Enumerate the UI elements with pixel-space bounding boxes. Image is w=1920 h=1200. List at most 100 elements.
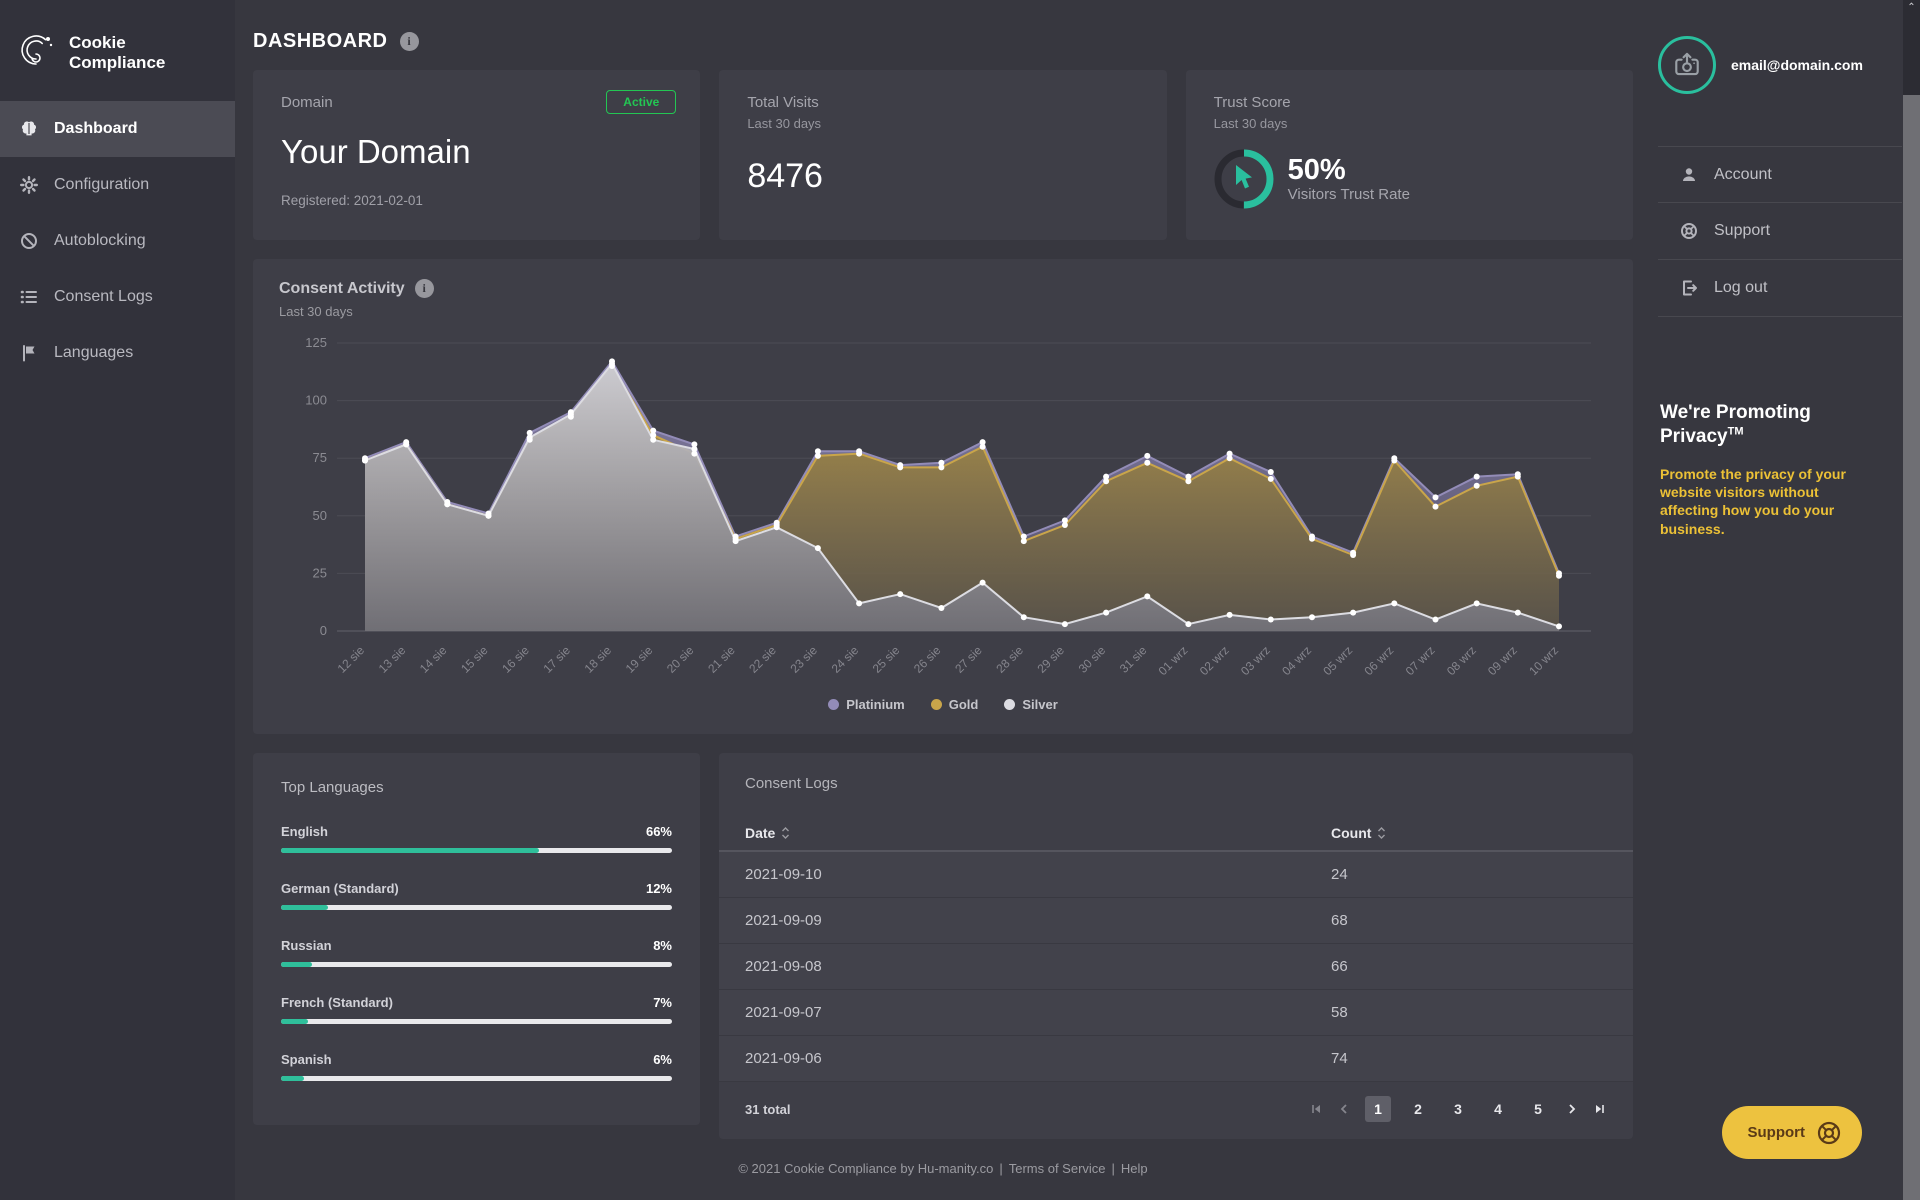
language-percent: 66% — [646, 824, 672, 839]
promo-title: We're Promoting PrivacyTM — [1660, 401, 1860, 449]
sidebar-item-configuration[interactable]: Configuration — [0, 157, 235, 213]
sort-icon — [1377, 827, 1386, 839]
table-row: 2021-09-06 74 — [719, 1036, 1633, 1082]
page-button-3[interactable]: 3 — [1445, 1096, 1471, 1122]
domain-card: Domain Active Your Domain Registered: 20… — [253, 70, 700, 240]
gear-icon — [19, 175, 39, 195]
menu-item-label: Support — [1714, 222, 1770, 240]
list-icon — [19, 287, 39, 307]
consent-logs-body: 2021-09-10 24 2021-09-09 68 2021-09-08 6… — [719, 850, 1633, 1082]
page-title: DASHBOARD — [253, 30, 388, 53]
account-menu-item[interactable]: Account — [1658, 146, 1902, 203]
last-page-button[interactable] — [1593, 1102, 1607, 1116]
terms-of-service-link[interactable]: Terms of Service — [1009, 1161, 1106, 1176]
vertical-scrollbar[interactable]: ⌃ — [1903, 0, 1920, 1200]
scroll-up-arrow[interactable]: ⌃ — [1903, 3, 1920, 13]
language-name: English — [281, 824, 328, 839]
sidebar-item-autoblocking[interactable]: Autoblocking — [0, 213, 235, 269]
footer-separator: | — [1112, 1161, 1115, 1176]
legend-dot — [1004, 699, 1015, 710]
trust-card-sublabel: Last 30 days — [1214, 116, 1605, 131]
support-menu-item[interactable]: Support — [1658, 203, 1902, 260]
top-languages-card: Top Languages English 66% German (Standa… — [253, 753, 700, 1125]
support-button-label: Support — [1748, 1124, 1806, 1141]
page-button-1[interactable]: 1 — [1365, 1096, 1391, 1122]
log-date: 2021-09-08 — [745, 958, 1331, 975]
trust-card-label: Trust Score — [1214, 94, 1605, 111]
menu-item-label: Account — [1714, 166, 1772, 184]
first-page-button[interactable] — [1309, 1102, 1323, 1116]
page-button-5[interactable]: 5 — [1525, 1096, 1551, 1122]
svg-text:19 sie: 19 sie — [623, 643, 656, 676]
sidebar-item-dashboard[interactable]: Dashboard — [0, 101, 235, 157]
support-button[interactable]: Support — [1722, 1106, 1863, 1159]
language-percent: 12% — [646, 881, 672, 896]
count-column-label: Count — [1331, 825, 1371, 841]
consent-logs-header: Date Count — [719, 816, 1633, 850]
visits-card-label: Total Visits — [747, 94, 1138, 111]
scrollbar-thumb[interactable] — [1903, 0, 1920, 95]
help-link[interactable]: Help — [1121, 1161, 1148, 1176]
chart-legend: Platinium Gold Silver — [279, 697, 1607, 712]
svg-text:0: 0 — [320, 623, 327, 638]
footer-separator: | — [999, 1161, 1002, 1176]
log-date: 2021-09-07 — [745, 1004, 1331, 1021]
legend-dot — [828, 699, 839, 710]
sidebar-item-languages[interactable]: Languages — [0, 325, 235, 381]
table-row: 2021-09-07 58 — [719, 990, 1633, 1036]
table-row: 2021-09-09 68 — [719, 898, 1633, 944]
language-bar — [281, 1019, 672, 1024]
language-row: Spanish 6% — [281, 1052, 672, 1081]
sidebar-item-label: Consent Logs — [54, 288, 153, 306]
svg-text:05 wrz: 05 wrz — [1320, 643, 1355, 678]
legend-item-platinium[interactable]: Platinium — [828, 697, 905, 712]
sort-by-date-header[interactable]: Date — [745, 825, 1331, 841]
language-bar — [281, 1076, 672, 1081]
chart-info-icon[interactable]: i — [415, 279, 434, 298]
page-button-2[interactable]: 2 — [1405, 1096, 1431, 1122]
log-date: 2021-09-09 — [745, 912, 1331, 929]
svg-text:17 sie: 17 sie — [540, 643, 573, 676]
language-bar-fill — [281, 1019, 308, 1024]
page-button-4[interactable]: 4 — [1485, 1096, 1511, 1122]
svg-text:08 wrz: 08 wrz — [1444, 643, 1479, 678]
sort-by-count-header[interactable]: Count — [1331, 825, 1607, 841]
language-bar — [281, 962, 672, 967]
log-date: 2021-09-06 — [745, 1050, 1331, 1067]
svg-text:75: 75 — [313, 450, 327, 465]
page-info-icon[interactable]: i — [400, 32, 419, 51]
svg-text:23 sie: 23 sie — [787, 643, 820, 676]
sidebar-item-label: Configuration — [54, 176, 149, 194]
promo-body: Promote the privacy of your website visi… — [1660, 465, 1872, 539]
right-sidebar: email@domain.com Account Support Log out — [1658, 0, 1902, 538]
avatar-upload-button[interactable] — [1658, 36, 1716, 94]
svg-text:25: 25 — [313, 565, 327, 580]
log-count: 74 — [1331, 1050, 1607, 1067]
consent-activity-card: Consent Activity i Last 30 days 02550751… — [253, 259, 1633, 734]
sidebar-item-label: Autoblocking — [54, 232, 146, 250]
next-page-button[interactable] — [1565, 1102, 1579, 1116]
brand-logo[interactable]: Cookie Compliance — [0, 0, 235, 75]
chart-header: Consent Activity i — [279, 279, 1607, 298]
user-email: email@domain.com — [1731, 57, 1863, 73]
language-bar-fill — [281, 962, 312, 967]
trust-donut-chart — [1214, 149, 1274, 209]
copyright-text: © 2021 Cookie Compliance by Hu-manity.co — [738, 1161, 993, 1176]
svg-text:20 sie: 20 sie — [664, 643, 697, 676]
legend-item-silver[interactable]: Silver — [1004, 697, 1057, 712]
svg-text:29 sie: 29 sie — [1034, 643, 1067, 676]
logout-menu-item[interactable]: Log out — [1658, 260, 1902, 317]
legend-dot — [931, 699, 942, 710]
svg-text:30 sie: 30 sie — [1076, 643, 1109, 676]
sidebar-item-consent-logs[interactable]: Consent Logs — [0, 269, 235, 325]
svg-text:10 wrz: 10 wrz — [1526, 643, 1561, 678]
left-sidebar: Cookie Compliance Dashboard Configuratio… — [0, 0, 235, 1200]
consent-logs-footer: 31 total 1 2 3 4 5 — [719, 1082, 1633, 1122]
language-name: French (Standard) — [281, 995, 393, 1010]
log-count: 58 — [1331, 1004, 1607, 1021]
legend-item-gold[interactable]: Gold — [931, 697, 979, 712]
svg-text:28 sie: 28 sie — [993, 643, 1026, 676]
consent-logs-title: Consent Logs — [719, 775, 1633, 792]
svg-text:14 sie: 14 sie — [417, 643, 450, 676]
previous-page-button[interactable] — [1337, 1102, 1351, 1116]
